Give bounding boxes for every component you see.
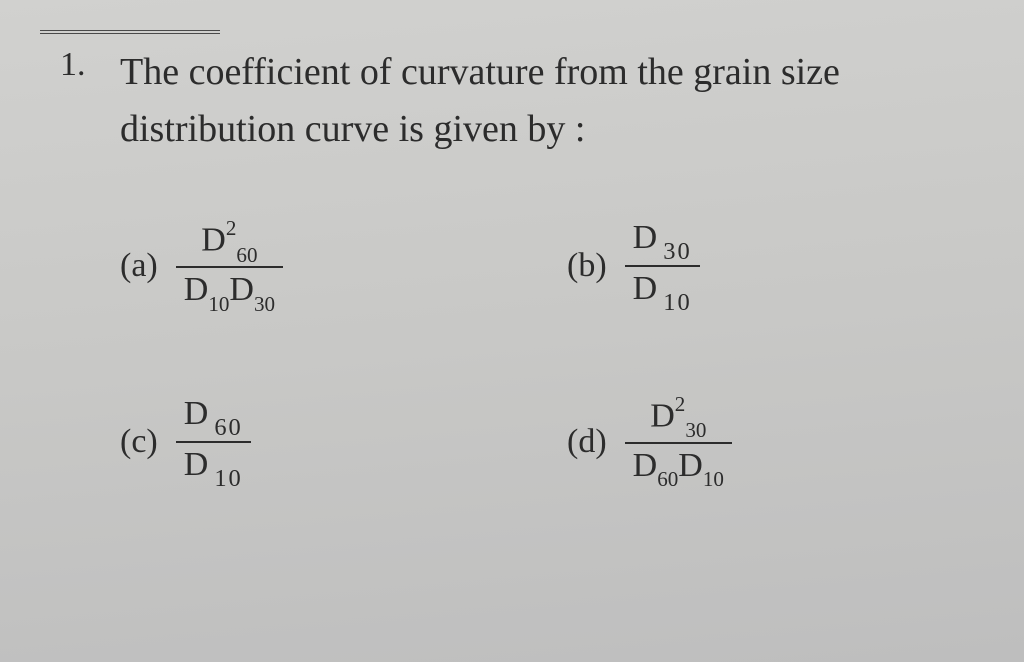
option-b-numerator: D30 [625,218,700,265]
option-d-den2-sub: 10 [703,467,724,491]
option-d-num-sup: 2 [675,392,686,416]
options-grid: (a) D260 D10D30 (b) D30 D10 (c) D60 [120,218,974,490]
option-c-num-base: D [184,395,209,432]
option-c-num-sub: 60 [214,414,242,441]
option-a-num-sub: 60 [236,243,257,267]
option-d-den1-sub: 60 [657,467,678,491]
option-a-denominator: D10D30 [176,266,283,313]
option-a-numerator: D2 60 [193,219,265,265]
option-c-label: (c) [120,423,158,461]
question-row: 1. The coefficient of curvature from the… [60,44,974,158]
option-b-num-sub: 30 [663,238,691,265]
option-d-num-base: D [650,397,675,434]
option-a-label: (a) [120,247,158,285]
option-c-numerator: D60 [176,394,251,441]
option-b-label: (b) [567,247,607,285]
option-a-fraction: D260 D10D30 [176,219,283,312]
option-c: (c) D60 D10 [120,394,527,490]
option-b-denominator: D10 [625,265,700,314]
option-b: (b) D30 D10 [567,218,974,314]
question-text: The coefficient of curvature from the gr… [120,44,974,158]
header-rule [40,30,220,34]
option-c-den-base: D [184,446,209,483]
option-b-den-sub: 10 [663,289,691,316]
option-b-den-base: D [633,270,658,307]
option-d-denominator: D60D10 [625,442,732,489]
option-a-den1-sub: 10 [208,292,229,316]
option-d-label: (d) [567,423,607,461]
option-a-num-sup: 2 [226,216,237,240]
option-d-numerator: D230 [642,395,714,441]
option-d-fraction: D230 D60D10 [625,395,732,488]
option-c-den-sub: 10 [214,465,242,492]
option-a-den1-base: D [184,271,209,308]
option-d-den2-base: D [678,447,703,484]
option-c-fraction: D60 D10 [176,394,251,490]
option-a: (a) D260 D10D30 [120,218,527,314]
option-c-denominator: D10 [176,441,251,490]
option-b-num-base: D [633,219,658,256]
question-number: 1. [60,44,120,84]
option-d-den1-base: D [633,447,658,484]
option-b-fraction: D30 D10 [625,218,700,314]
option-a-den2-sub: 30 [254,292,275,316]
option-a-num-base: D [201,222,226,259]
option-a-den2-base: D [229,271,254,308]
option-d-num-sub: 30 [685,418,706,442]
option-d: (d) D230 D60D10 [567,394,974,490]
